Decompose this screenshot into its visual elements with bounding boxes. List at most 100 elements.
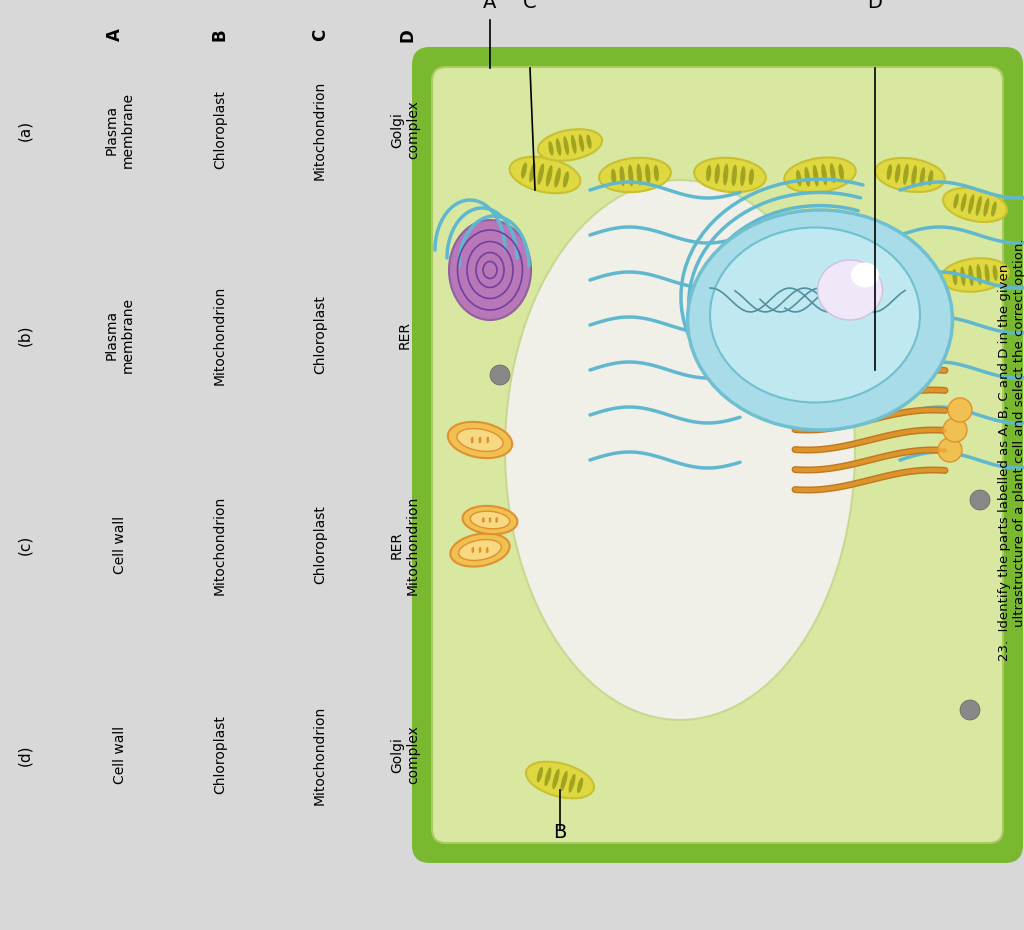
Text: C: C — [311, 29, 329, 41]
Text: B: B — [211, 29, 229, 41]
Text: Mitochondrion: Mitochondrion — [313, 705, 327, 804]
Text: Chloroplast: Chloroplast — [313, 296, 327, 375]
Text: A: A — [106, 29, 124, 42]
Ellipse shape — [694, 158, 766, 193]
Text: (c): (c) — [17, 535, 33, 555]
Text: Cell wall: Cell wall — [113, 726, 127, 784]
Ellipse shape — [645, 164, 650, 184]
Ellipse shape — [637, 164, 642, 186]
Ellipse shape — [457, 429, 503, 451]
Ellipse shape — [538, 129, 602, 161]
Ellipse shape — [620, 166, 625, 186]
Ellipse shape — [459, 539, 502, 561]
Ellipse shape — [943, 188, 1007, 222]
Ellipse shape — [571, 135, 577, 153]
Ellipse shape — [546, 166, 553, 187]
Text: (a): (a) — [17, 119, 33, 140]
Ellipse shape — [961, 267, 966, 286]
Ellipse shape — [887, 164, 892, 180]
Text: Golgi
complex: Golgi complex — [390, 725, 420, 784]
Ellipse shape — [510, 157, 581, 193]
Ellipse shape — [529, 163, 536, 182]
Ellipse shape — [928, 170, 933, 186]
Text: RER
Mitochondrion: RER Mitochondrion — [390, 496, 420, 594]
Ellipse shape — [463, 506, 517, 534]
Ellipse shape — [449, 220, 531, 320]
Ellipse shape — [961, 193, 967, 212]
Text: Chloroplast: Chloroplast — [313, 506, 327, 584]
Text: Mitochondrion: Mitochondrion — [213, 496, 227, 594]
Ellipse shape — [821, 164, 827, 185]
Ellipse shape — [953, 193, 958, 208]
Ellipse shape — [952, 269, 957, 286]
Ellipse shape — [707, 165, 712, 181]
Text: RER: RER — [398, 321, 412, 349]
Text: 23.  Identify the parts labelled as A, B, C and D in the given
        ultrastru: 23. Identify the parts labelled as A, B,… — [998, 239, 1024, 661]
Ellipse shape — [552, 768, 559, 790]
Text: D: D — [399, 28, 417, 42]
Text: D: D — [867, 0, 883, 12]
Ellipse shape — [653, 165, 659, 181]
Ellipse shape — [579, 134, 584, 152]
Circle shape — [490, 365, 510, 385]
Text: A: A — [483, 0, 497, 12]
Ellipse shape — [813, 165, 818, 186]
Ellipse shape — [549, 141, 554, 155]
Ellipse shape — [796, 170, 802, 186]
Ellipse shape — [784, 157, 856, 193]
Ellipse shape — [521, 163, 527, 179]
Ellipse shape — [731, 165, 737, 186]
Ellipse shape — [976, 195, 982, 216]
FancyBboxPatch shape — [412, 47, 1023, 863]
Circle shape — [943, 418, 967, 442]
Circle shape — [970, 490, 990, 510]
Ellipse shape — [740, 166, 745, 186]
Ellipse shape — [969, 265, 974, 286]
Ellipse shape — [447, 422, 512, 458]
Ellipse shape — [710, 228, 920, 403]
Ellipse shape — [560, 771, 567, 791]
Text: Chloroplast: Chloroplast — [213, 715, 227, 794]
Ellipse shape — [983, 198, 989, 217]
Ellipse shape — [568, 774, 575, 792]
Ellipse shape — [545, 767, 551, 786]
Ellipse shape — [526, 762, 594, 798]
Ellipse shape — [554, 167, 561, 188]
Ellipse shape — [829, 163, 836, 183]
Ellipse shape — [715, 164, 720, 184]
Text: Plasma
membrane: Plasma membrane — [104, 297, 135, 373]
Ellipse shape — [992, 265, 997, 281]
Ellipse shape — [805, 166, 810, 187]
Circle shape — [948, 398, 972, 422]
Ellipse shape — [538, 164, 544, 185]
Text: Golgi
complex: Golgi complex — [390, 100, 420, 159]
Ellipse shape — [851, 262, 879, 287]
Ellipse shape — [451, 534, 510, 566]
Ellipse shape — [941, 259, 1009, 292]
Ellipse shape — [687, 210, 952, 430]
Circle shape — [938, 438, 962, 462]
Text: (b): (b) — [17, 325, 33, 346]
Ellipse shape — [470, 512, 510, 529]
Ellipse shape — [749, 168, 754, 185]
Text: Cell wall: Cell wall — [113, 516, 127, 574]
Text: Chloroplast: Chloroplast — [213, 90, 227, 169]
Text: Plasma
membrane: Plasma membrane — [104, 92, 135, 168]
Ellipse shape — [587, 135, 592, 149]
Ellipse shape — [968, 194, 974, 214]
Text: Mitochondrion: Mitochondrion — [313, 80, 327, 179]
Ellipse shape — [611, 168, 616, 185]
Text: Mitochondrion: Mitochondrion — [213, 286, 227, 385]
Ellipse shape — [920, 167, 925, 187]
Ellipse shape — [563, 136, 569, 155]
Ellipse shape — [911, 165, 916, 186]
Circle shape — [961, 700, 980, 720]
FancyBboxPatch shape — [432, 67, 1002, 843]
Ellipse shape — [599, 158, 671, 193]
Text: B: B — [553, 823, 566, 842]
Ellipse shape — [977, 264, 982, 286]
Ellipse shape — [903, 164, 908, 185]
Text: (d): (d) — [17, 744, 33, 765]
Ellipse shape — [563, 171, 569, 188]
Ellipse shape — [984, 264, 989, 284]
